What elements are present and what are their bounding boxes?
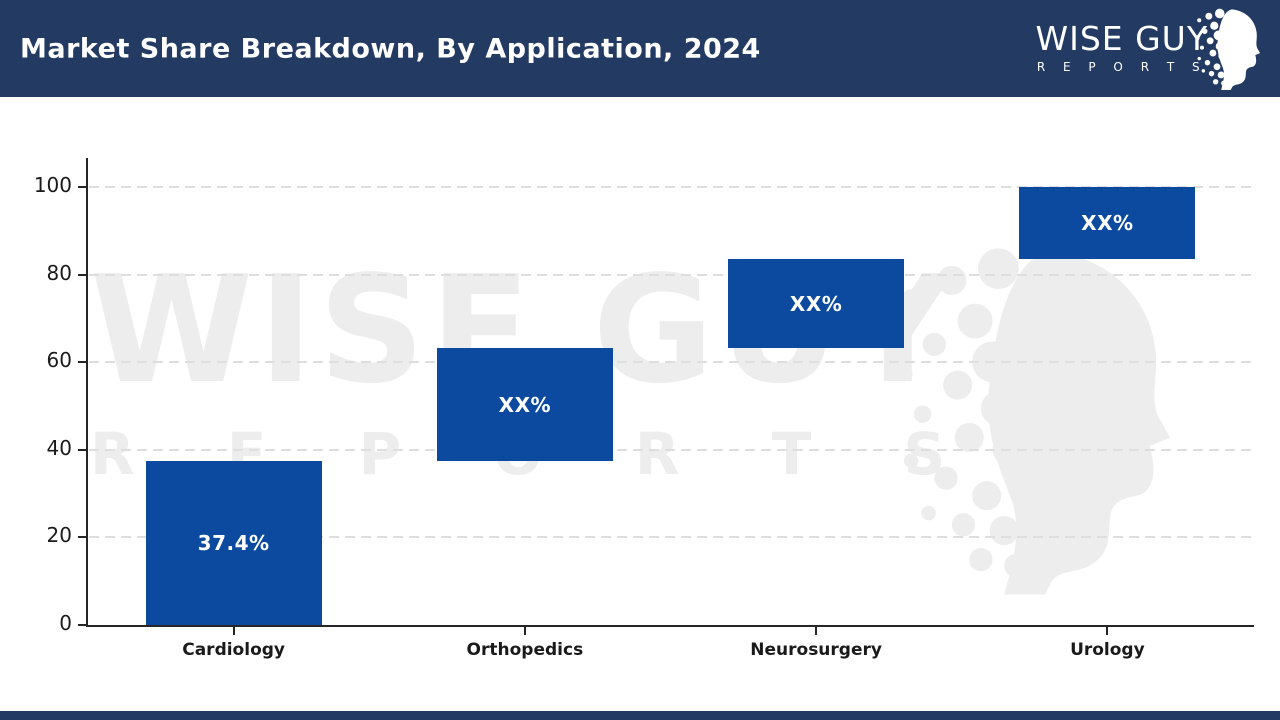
bar-value-label: 37.4%	[197, 531, 270, 556]
x-axis-line	[86, 625, 1254, 627]
logo-wordmark-secondary: R E P O R T S	[1036, 60, 1207, 74]
y-tick-mark	[78, 448, 86, 451]
bar-segment: XX%	[728, 258, 905, 349]
bar-value-label: XX%	[1081, 210, 1134, 235]
gridline	[89, 536, 1253, 539]
y-tick-label: 60	[46, 348, 72, 373]
y-tick-mark	[78, 273, 86, 276]
y-tick-mark	[78, 361, 86, 364]
y-tick-label: 20	[46, 523, 72, 548]
x-tick-mark	[1106, 627, 1109, 635]
y-tick-label: 80	[46, 260, 72, 285]
logo-wordmark-primary: WISE GUY	[1035, 19, 1208, 58]
gridline	[89, 361, 1253, 364]
y-tick-label: 100	[33, 173, 72, 197]
gridline	[89, 448, 1253, 451]
bar-segment: 37.4%	[145, 461, 322, 625]
y-tick-mark	[78, 536, 86, 539]
y-tick-mark	[78, 624, 86, 626]
gridline	[89, 186, 1253, 188]
footer-bar	[0, 711, 1280, 720]
header-bar: Market Share Breakdown, By Application, …	[0, 0, 1280, 97]
y-tick-label: 0	[59, 611, 72, 635]
logo-wordmark: WISE GUY R E P O R T S	[1035, 22, 1208, 74]
bar-segment: XX%	[1019, 187, 1196, 259]
x-axis-category-label: Orthopedics	[466, 640, 584, 660]
y-tick-mark	[78, 186, 86, 188]
bar-value-label: XX%	[498, 392, 552, 417]
wiseguy-face-watermark-icon	[898, 248, 1170, 595]
x-axis-category-label: Cardiology	[182, 640, 285, 660]
x-tick-mark	[815, 627, 818, 635]
x-axis-category-label: Urology	[1070, 640, 1145, 660]
page-title: Market Share Breakdown, By Application, …	[20, 33, 761, 64]
y-tick-label: 40	[46, 435, 72, 460]
x-tick-mark	[523, 627, 526, 635]
bar-value-label: XX%	[789, 291, 843, 316]
wiseguy-face-logo-icon	[1196, 8, 1261, 90]
x-tick-mark	[232, 627, 235, 635]
bar-segment: XX%	[436, 348, 613, 462]
gridline	[89, 273, 1253, 276]
wiseguy-logo: WISE GUY R E P O R T S	[1020, 6, 1268, 92]
x-axis-category-label: Neurosurgery	[750, 640, 882, 660]
y-axis-line	[86, 158, 88, 627]
